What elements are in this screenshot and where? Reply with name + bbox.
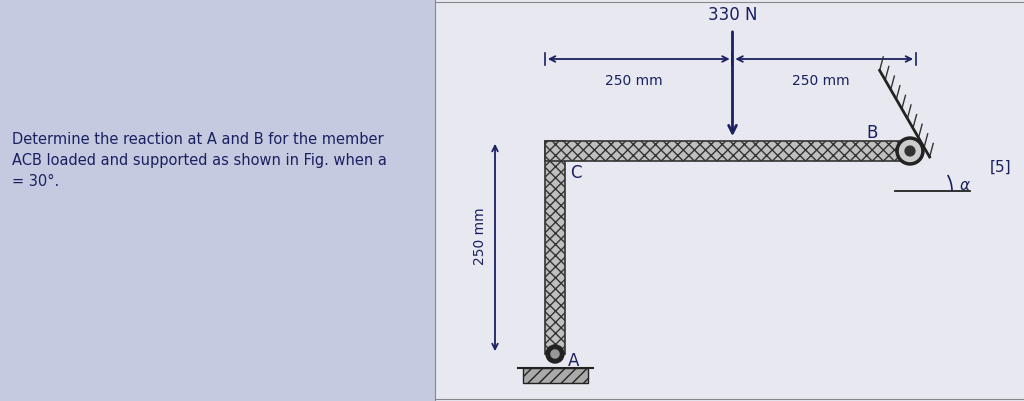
Text: B: B: [866, 124, 878, 142]
Text: 250 mm: 250 mm: [473, 207, 487, 264]
Circle shape: [896, 138, 924, 166]
Circle shape: [551, 350, 559, 358]
Text: 250 mm: 250 mm: [605, 74, 663, 88]
Text: [5]: [5]: [990, 159, 1012, 174]
Circle shape: [905, 147, 914, 156]
Text: 250 mm: 250 mm: [793, 74, 850, 88]
Bar: [545, 142, 912, 162]
Circle shape: [899, 141, 921, 162]
Text: Determine the reaction at A and B for the member
ACB loaded and supported as sho: Determine the reaction at A and B for th…: [12, 132, 387, 188]
Text: α: α: [961, 178, 970, 193]
Bar: [435, 0, 1024, 401]
Text: C: C: [570, 164, 582, 182]
Text: 330 N: 330 N: [708, 6, 758, 24]
Bar: [545, 142, 565, 354]
Text: A: A: [568, 351, 580, 369]
Circle shape: [546, 345, 564, 363]
Bar: [522, 368, 588, 383]
